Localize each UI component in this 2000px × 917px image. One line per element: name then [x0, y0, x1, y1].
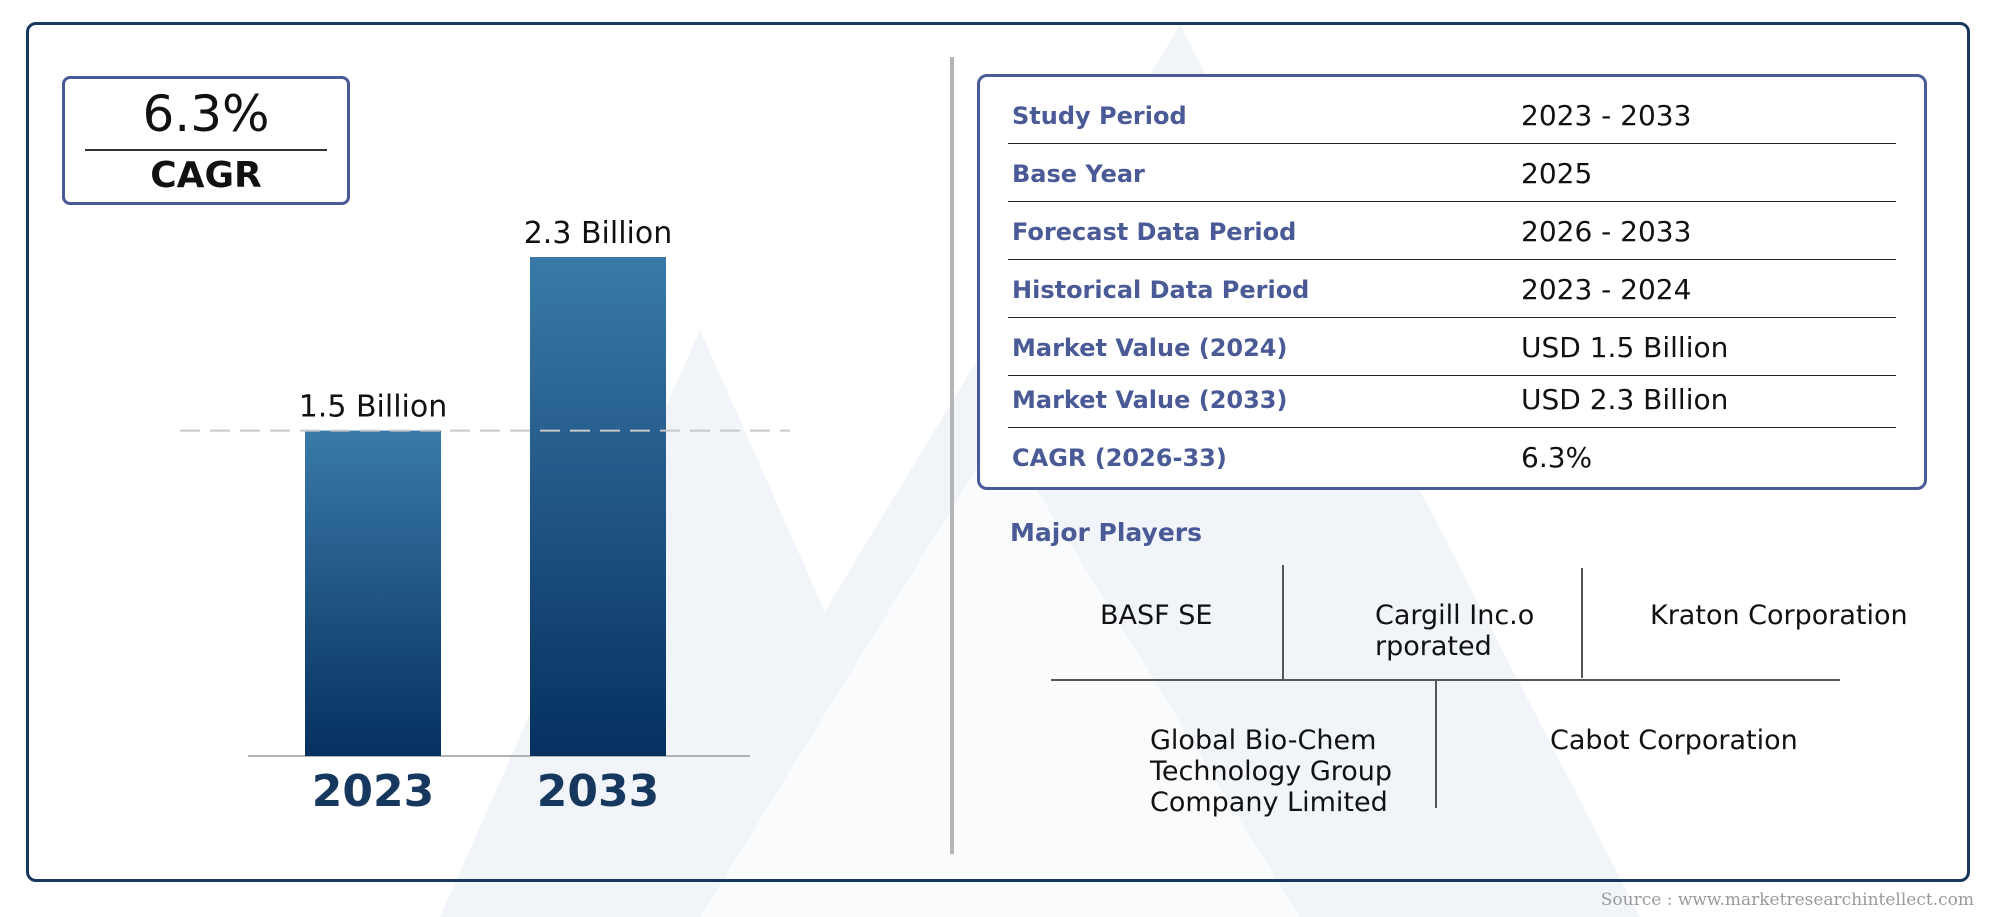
row-value: 2025: [1521, 157, 1593, 190]
bar-2023: [305, 430, 441, 756]
row-label: Market Value (2024): [1012, 334, 1288, 362]
row-label: Market Value (2033): [1012, 386, 1288, 414]
row-value: 6.3%: [1521, 441, 1593, 474]
row-label: Base Year: [1012, 160, 1145, 188]
bar-2033: [530, 257, 666, 756]
data-label-2023: 1.5 Billion: [299, 390, 448, 425]
row-value: 2026 - 2033: [1521, 215, 1692, 248]
table-row-base-year: Base Year 2025: [1008, 143, 1896, 202]
cagr-label: CAGR: [150, 155, 262, 196]
players-divider: [1435, 680, 1437, 808]
player-basf: BASF SE: [1100, 600, 1213, 631]
player-cabot: Cabot Corporation: [1550, 725, 1798, 756]
player-global-bio-chem: Global Bio-Chem Technology Group Company…: [1150, 725, 1393, 818]
row-label: Forecast Data Period: [1012, 218, 1297, 246]
table-row-cagr: CAGR (2026-33) 6.3%: [1008, 427, 1896, 485]
players-divider: [1051, 679, 1840, 681]
category-label-2033: 2033: [537, 766, 659, 817]
cagr-divider: [85, 149, 327, 151]
table-row-study-period: Study Period 2023 - 2033: [1008, 85, 1896, 144]
row-value: 2023 - 2033: [1521, 99, 1692, 132]
table-row-market-value-2033: Market Value (2033) USD 2.3 Billion: [1008, 375, 1896, 428]
summary-table: Study Period 2023 - 2033 Base Year 2025 …: [977, 74, 1927, 490]
row-label: CAGR (2026-33): [1012, 444, 1227, 472]
source-note: Source : www.marketresearchintellect.com: [1600, 890, 1974, 910]
row-value: USD 2.3 Billion: [1521, 383, 1729, 416]
row-value: 2023 - 2024: [1521, 273, 1692, 306]
section-divider: [950, 57, 954, 854]
players-divider: [1282, 565, 1284, 679]
infographic-frame: [26, 22, 1970, 882]
player-cargill: Cargill Inc.orporated: [1375, 600, 1535, 662]
players-divider: [1581, 568, 1583, 678]
player-kraton: Kraton Corporation: [1650, 600, 1908, 631]
major-players-title: Major Players: [1010, 518, 1202, 547]
data-label-2033: 2.3 Billion: [524, 216, 673, 251]
table-row-forecast-period: Forecast Data Period 2026 - 2033: [1008, 201, 1896, 260]
row-label: Study Period: [1012, 102, 1187, 130]
category-label-2023: 2023: [312, 766, 434, 817]
cagr-value: 6.3%: [142, 85, 270, 143]
table-row-market-value-2024: Market Value (2024) USD 1.5 Billion: [1008, 317, 1896, 376]
table-row-historical-period: Historical Data Period 2023 - 2024: [1008, 259, 1896, 318]
cagr-box: 6.3% CAGR: [62, 76, 350, 205]
bar-chart: 1.5 Billion 2023 2.3 Billion 2033: [180, 216, 790, 817]
row-label: Historical Data Period: [1012, 276, 1310, 304]
row-value: USD 1.5 Billion: [1521, 331, 1729, 364]
